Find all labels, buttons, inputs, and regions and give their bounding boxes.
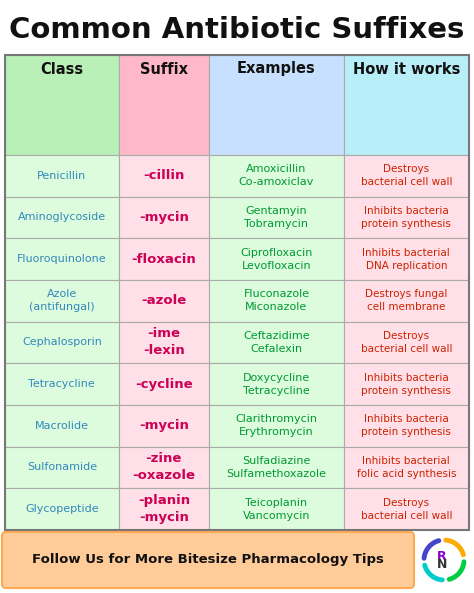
Text: -cycline: -cycline	[135, 378, 193, 391]
Text: Amoxicillin
Co-amoxiclav: Amoxicillin Co-amoxiclav	[239, 164, 314, 187]
Bar	[118, 321, 209, 364]
Bar	[5, 447, 118, 488]
Bar	[5, 238, 118, 280]
Text: N: N	[437, 559, 447, 572]
Text: Teicoplanin
Vancomycin: Teicoplanin Vancomycin	[243, 498, 310, 521]
Text: Penicillin: Penicillin	[37, 171, 86, 181]
Bar	[344, 55, 469, 155]
Bar	[118, 280, 209, 321]
Text: Macrolide: Macrolide	[35, 421, 89, 431]
Text: -ime
-lexin: -ime -lexin	[143, 327, 185, 358]
Bar	[118, 197, 209, 238]
Bar	[209, 197, 344, 238]
Bar	[209, 405, 344, 447]
Bar	[209, 280, 344, 321]
Text: -cillin: -cillin	[143, 170, 184, 182]
Text: -azole: -azole	[141, 294, 187, 307]
Bar	[209, 447, 344, 488]
Text: Inhibits bacteria
protein synthesis: Inhibits bacteria protein synthesis	[361, 372, 451, 396]
Text: Azole
(antifungal): Azole (antifungal)	[29, 289, 95, 313]
Bar	[344, 280, 469, 321]
Text: Follow Us for More Bitesize Pharmacology Tips: Follow Us for More Bitesize Pharmacology…	[32, 553, 384, 566]
Text: -mycin: -mycin	[139, 211, 189, 224]
Text: Sulfonamide: Sulfonamide	[27, 463, 97, 473]
Bar	[5, 488, 118, 530]
Text: Ceftazidime
Cefalexin: Ceftazidime Cefalexin	[243, 331, 310, 354]
Bar	[5, 321, 118, 364]
Bar	[209, 364, 344, 405]
Text: Destroys fungal
cell membrane: Destroys fungal cell membrane	[365, 289, 447, 313]
Text: Gentamyin
Tobramycin: Gentamyin Tobramycin	[245, 206, 309, 229]
Bar	[344, 405, 469, 447]
Text: Tetracycline: Tetracycline	[28, 379, 95, 389]
Bar	[5, 364, 118, 405]
Text: How it works: How it works	[353, 62, 460, 76]
Bar	[344, 238, 469, 280]
Bar	[209, 238, 344, 280]
Bar	[118, 405, 209, 447]
Bar	[118, 488, 209, 530]
Text: R: R	[437, 550, 447, 563]
Text: -zine
-oxazole: -zine -oxazole	[132, 452, 195, 483]
Text: Fluoroquinolone: Fluoroquinolone	[17, 254, 107, 264]
Text: Doxycycline
Tetracycline: Doxycycline Tetracycline	[243, 372, 310, 396]
Text: Examples: Examples	[237, 62, 316, 76]
Bar	[118, 447, 209, 488]
Bar	[118, 155, 209, 197]
Bar	[209, 155, 344, 197]
Bar	[5, 197, 118, 238]
Text: Aminoglycoside: Aminoglycoside	[18, 212, 106, 222]
Text: Class: Class	[40, 62, 83, 76]
Bar	[5, 55, 469, 530]
Text: -planin
-mycin: -planin -mycin	[138, 494, 190, 524]
Bar	[344, 364, 469, 405]
Bar	[344, 155, 469, 197]
Text: Destroys
bacterial cell wall: Destroys bacterial cell wall	[361, 164, 452, 187]
Bar	[118, 364, 209, 405]
Text: Inhibits bacteria
protein synthesis: Inhibits bacteria protein synthesis	[361, 206, 451, 229]
Text: Inhibits bacterial
folic acid synthesis: Inhibits bacterial folic acid synthesis	[356, 456, 456, 479]
Bar	[5, 405, 118, 447]
Text: Destroys
bacterial cell wall: Destroys bacterial cell wall	[361, 331, 452, 354]
Text: Inhibits bacterial
DNA replication: Inhibits bacterial DNA replication	[363, 247, 450, 271]
Bar	[118, 238, 209, 280]
Text: Fluconazole
Miconazole: Fluconazole Miconazole	[243, 289, 310, 313]
Text: Destroys
bacterial cell wall: Destroys bacterial cell wall	[361, 498, 452, 521]
Bar	[209, 55, 344, 155]
FancyBboxPatch shape	[2, 532, 414, 588]
Text: Cephalosporin: Cephalosporin	[22, 337, 102, 347]
Text: -mycin: -mycin	[139, 419, 189, 432]
Bar	[5, 280, 118, 321]
Text: Ciprofloxacin
Levofloxacin: Ciprofloxacin Levofloxacin	[240, 247, 313, 271]
Text: Glycopeptide: Glycopeptide	[25, 504, 99, 514]
Bar	[344, 321, 469, 364]
Bar	[344, 197, 469, 238]
Bar	[118, 55, 209, 155]
Bar	[344, 488, 469, 530]
Bar	[5, 155, 118, 197]
Text: -floxacin: -floxacin	[132, 253, 196, 266]
Text: Suffix: Suffix	[140, 62, 188, 76]
Text: Sulfadiazine
Sulfamethoxazole: Sulfadiazine Sulfamethoxazole	[227, 456, 327, 479]
Text: Inhibits bacteria
protein synthesis: Inhibits bacteria protein synthesis	[361, 415, 451, 438]
Bar	[344, 447, 469, 488]
Text: Common Antibiotic Suffixes: Common Antibiotic Suffixes	[9, 16, 465, 44]
Bar	[209, 488, 344, 530]
Text: Clarithromycin
Erythromycin: Clarithromycin Erythromycin	[236, 415, 318, 438]
Bar	[5, 55, 118, 155]
Bar	[209, 321, 344, 364]
